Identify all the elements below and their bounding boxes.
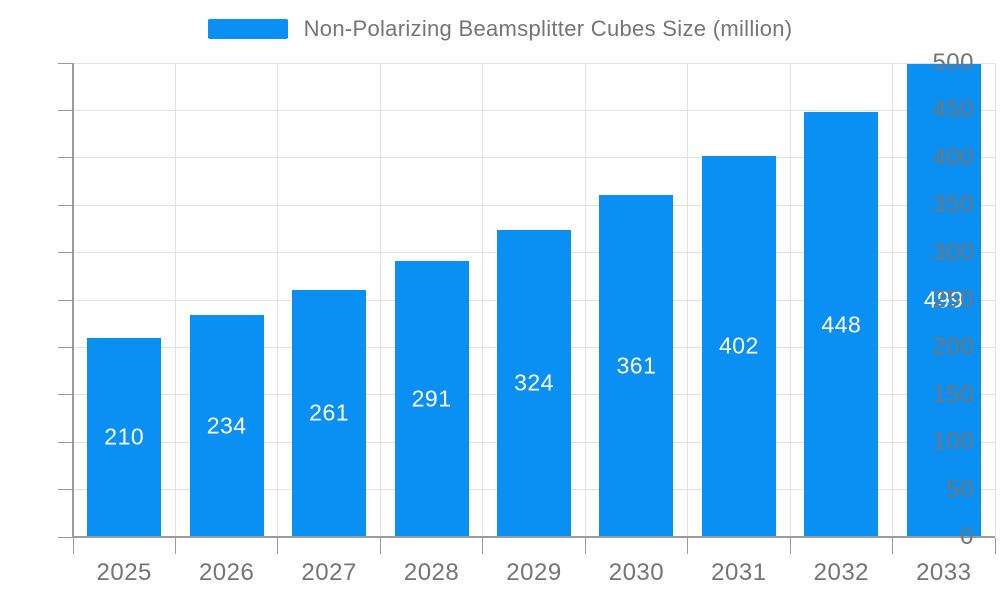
bar: 234 <box>189 315 264 537</box>
y-axis-tick-label: 150 <box>932 380 974 408</box>
y-axis-tick <box>58 252 73 254</box>
x-axis-category-label: 2025 <box>96 559 152 586</box>
bar-value-label: 402 <box>718 332 759 359</box>
v-gridline <box>994 63 996 537</box>
x-axis-category-label: 2028 <box>403 559 460 586</box>
v-gridline <box>482 63 484 537</box>
x-axis-tick <box>174 538 176 554</box>
y-axis-tick <box>58 536 73 538</box>
x-axis-category-label: 2030 <box>608 559 665 586</box>
y-axis-tick-label: 50 <box>946 475 974 503</box>
legend[interactable]: Non-Polarizing Beamsplitter Cubes Size (… <box>0 16 1000 42</box>
x-axis-tick <box>584 538 586 554</box>
h-gridline <box>73 204 995 206</box>
bar: 402 <box>701 155 776 537</box>
y-axis-tick-label: 250 <box>932 286 974 313</box>
v-gridline <box>687 63 689 537</box>
y-axis-tick <box>58 346 73 348</box>
v-gridline <box>584 63 586 537</box>
y-axis-tick <box>58 299 73 301</box>
y-axis-tick-label: 350 <box>932 191 974 219</box>
bar: 291 <box>394 261 469 537</box>
bar-value-label: 361 <box>616 352 657 379</box>
h-gridline <box>73 109 995 111</box>
x-axis-line <box>72 536 995 538</box>
x-axis-tick <box>687 538 689 554</box>
bar: 261 <box>292 289 367 537</box>
plot-area: 210 234 261 291 324 361 402 448 499 0 50 100 150 200… <box>58 49 996 586</box>
v-gridline <box>174 63 176 537</box>
x-axis-tick <box>72 538 74 554</box>
bar-value-label: 448 <box>821 311 862 338</box>
bar-value-label: 261 <box>309 399 350 426</box>
y-axis-tick-label: 0 <box>960 523 974 550</box>
x-axis-tick <box>379 538 381 554</box>
x-axis-category-label: 2029 <box>506 559 562 586</box>
y-axis-tick <box>58 441 73 443</box>
bar-value-label: 234 <box>206 412 247 439</box>
bar-value-label: 291 <box>411 385 452 412</box>
h-gridline <box>73 62 995 64</box>
bar-value-label: 324 <box>514 369 554 396</box>
x-axis-tick <box>994 538 996 554</box>
y-axis-tick-label: 500 <box>932 49 974 76</box>
y-axis-tick <box>58 394 73 396</box>
y-axis-tick <box>58 157 73 159</box>
x-axis-tick <box>482 538 484 554</box>
y-axis-tick-label: 450 <box>932 96 974 124</box>
x-axis-category-label: 2032 <box>813 559 870 586</box>
v-gridline <box>379 63 381 537</box>
y-axis-tick-label: 300 <box>932 238 974 266</box>
bar: 448 <box>804 112 879 537</box>
x-axis-tick <box>789 538 791 554</box>
h-gridline <box>73 157 995 159</box>
legend-label: Non-Polarizing Beamsplitter Cubes Size (… <box>303 16 793 41</box>
x-axis-category-label: 2026 <box>198 559 255 586</box>
bar: 499 <box>906 63 981 537</box>
y-axis-line <box>72 63 74 537</box>
bar-value-label: 210 <box>104 423 145 450</box>
bar: 361 <box>599 194 674 537</box>
x-axis-category-label: 2027 <box>301 559 357 586</box>
y-axis-tick-label: 100 <box>932 428 974 456</box>
x-axis-category-label: 2031 <box>711 559 767 586</box>
y-axis-tick <box>58 109 73 111</box>
v-gridline <box>789 63 791 537</box>
y-axis-tick <box>58 489 73 491</box>
y-axis-tick-label: 200 <box>932 333 974 361</box>
x-axis-category-label: 2033 <box>916 559 972 586</box>
v-gridline <box>892 63 894 537</box>
y-axis-tick-label: 400 <box>932 143 974 171</box>
v-gridline <box>277 63 279 537</box>
legend-swatch-icon <box>207 19 288 39</box>
bar: 324 <box>497 229 571 537</box>
y-axis-tick <box>58 62 73 64</box>
y-axis-tick <box>58 204 73 206</box>
x-axis-tick <box>892 538 894 554</box>
x-axis-tick <box>277 538 279 554</box>
bar-value-label: 499 <box>923 286 964 313</box>
bar: 210 <box>87 337 162 537</box>
